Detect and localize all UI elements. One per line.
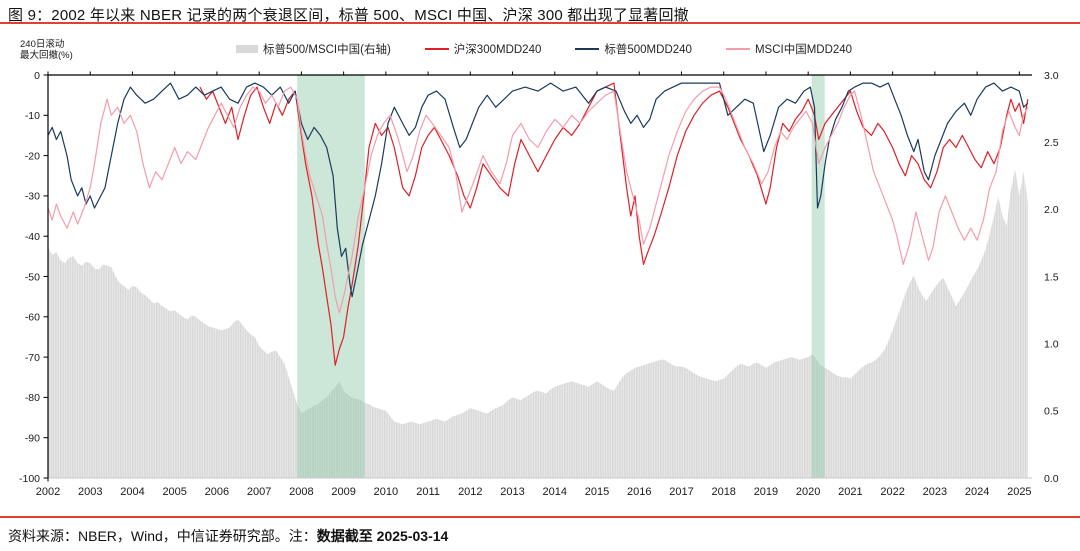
x-tick-label: 2016 — [627, 486, 651, 498]
axes: 2002 2003 2004 2005 2006 2007 2008 2009 2010 2011… — [19, 70, 1059, 498]
x-tick-label: 2019 — [754, 486, 778, 498]
x-tick-label: 2015 — [585, 486, 609, 498]
legend-label-sp500: 标普500MDD240 — [604, 44, 692, 56]
y-right-tick-label: 2.5 — [1044, 137, 1059, 149]
y-left-tick-label: -40 — [25, 231, 40, 243]
x-tick-label: 2014 — [543, 486, 567, 498]
footer-source: 资料来源：NBER，Wind，中信证券研究部。注：数据截至 2025-03-14 — [8, 526, 448, 546]
x-tick-label: 2002 — [36, 486, 60, 498]
recession-band — [811, 75, 825, 478]
y-right-tick-label: 2.0 — [1044, 204, 1059, 216]
footer-divider-rule — [0, 516, 1080, 518]
legend-item-csi300: 沪深300MDD240 — [424, 41, 542, 57]
legend-label-msci-china: MSCI中国MDD240 — [754, 44, 853, 56]
x-tick-label: 2018 — [711, 486, 735, 498]
recession-band — [297, 75, 365, 478]
legend-item-msci-china: MSCI中国MDD240 — [725, 41, 853, 57]
x-tick-label: 2013 — [500, 486, 524, 498]
x-tick-label: 2011 — [416, 486, 440, 498]
footer-note-bold: 数据截至 2025-03-14 — [316, 528, 449, 544]
x-tick-label: 2022 — [880, 486, 904, 498]
x-tick-label: 2005 — [162, 486, 186, 498]
legend-label-csi300: 沪深300MDD240 — [453, 44, 542, 56]
x-tick-label: 2008 — [289, 486, 313, 498]
y-left-tick-label: -50 — [25, 271, 40, 283]
x-tick-label: 2009 — [331, 486, 355, 498]
y-left-tick-label: -70 — [25, 352, 40, 364]
title-divider-rule — [0, 22, 1080, 24]
legend-label-ratio: 标普500/MSCI中国(右轴) — [263, 44, 391, 56]
y-left-tick-label: -100 — [19, 473, 40, 485]
drawdown-chart-svg: 2002 2003 2004 2005 2006 2007 2008 2009 2010 2011… — [19, 70, 1059, 498]
left-axis-label: 240日滚动 最大回撤(%) — [20, 39, 73, 61]
x-tick-label: 2017 — [669, 486, 693, 498]
drawdown-chart: 2002 2003 2004 2005 2006 2007 2008 2009 2010 2011… — [0, 60, 1080, 506]
csi300-line-series — [199, 82, 1029, 366]
y-right-tick-label: 1.0 — [1044, 338, 1059, 350]
x-tick-label: 2006 — [205, 486, 229, 498]
y-right-tick-label: 0.5 — [1044, 406, 1059, 418]
y-left-tick-label: -30 — [25, 191, 40, 203]
x-tick-label: 2020 — [796, 486, 820, 498]
y-right-tick-label: 3.0 — [1044, 70, 1059, 82]
x-tick-label: 2025 — [1007, 486, 1031, 498]
chart-legend: 标普500/MSCI中国(右轴) 沪深300MDD240 标普500MDD240… — [236, 41, 852, 57]
y-right-tick-label: 0.0 — [1044, 473, 1059, 485]
msci-china-line-series — [47, 86, 1029, 314]
left-axis-label-line2: 最大回撤(%) — [20, 50, 73, 61]
legend-item-sp500: 标普500MDD240 — [575, 41, 692, 57]
footer-source-text: 资料来源：NBER，Wind，中信证券研究部。注： — [8, 528, 317, 544]
x-tick-label: 2004 — [120, 486, 144, 498]
sp500-line-swatch — [575, 48, 600, 50]
x-tick-label: 2003 — [78, 486, 102, 498]
x-tick-label: 2010 — [374, 486, 398, 498]
x-tick-label: 2021 — [838, 486, 862, 498]
left-axis-label-line1: 240日滚动 — [20, 39, 65, 50]
msci-china-line-swatch — [725, 48, 750, 50]
x-tick-label: 2007 — [247, 486, 271, 498]
y-right-tick-label: 1.5 — [1044, 271, 1059, 283]
ratio-area-series — [48, 169, 1028, 478]
x-tick-label: 2024 — [965, 486, 989, 498]
csi300-line-swatch — [424, 48, 449, 50]
figure-title: 图 9：2002 年以来 NBER 记录的两个衰退区间，标普 500、MSCI … — [8, 7, 689, 24]
y-left-tick-label: -80 — [25, 392, 40, 404]
y-left-tick-label: -90 — [25, 433, 40, 445]
y-left-tick-label: -60 — [25, 312, 40, 324]
y-left-tick-label: -10 — [25, 110, 40, 122]
x-tick-label: 2012 — [458, 486, 482, 498]
x-tick-label: 2023 — [923, 486, 947, 498]
y-left-tick-label: -20 — [25, 150, 40, 162]
sp500-line-series — [47, 82, 1029, 298]
y-left-tick-label: 0 — [34, 70, 40, 82]
ratio-area-swatch — [236, 45, 258, 53]
legend-item-ratio: 标普500/MSCI中国(右轴) — [236, 41, 391, 57]
